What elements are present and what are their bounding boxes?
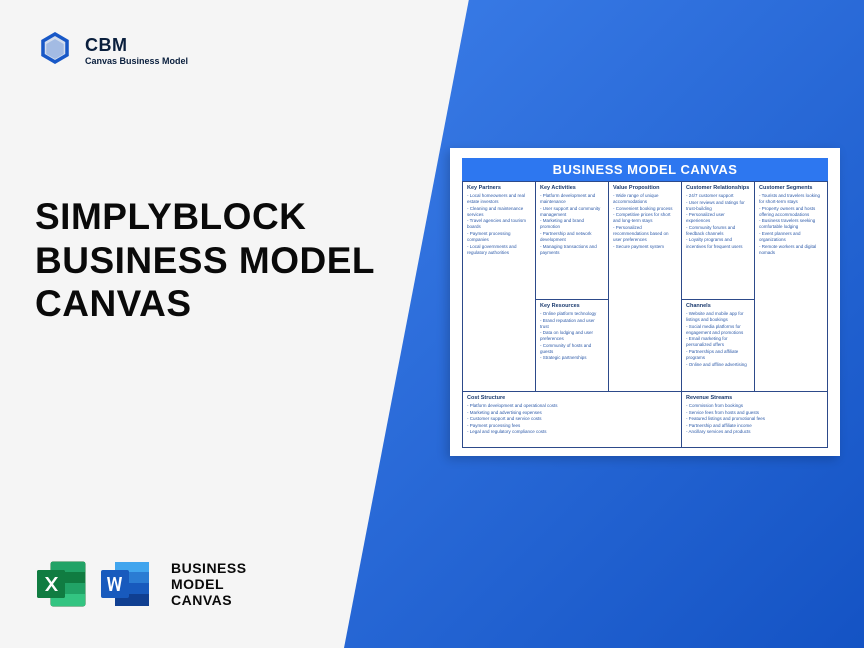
cell-revenue-streams: Revenue Streams - Commission from bookin… bbox=[682, 392, 828, 448]
cbm-logo-icon bbox=[35, 30, 75, 70]
bottom-line-3: CANVAS bbox=[171, 592, 247, 608]
bottom-text: BUSINESS MODEL CANVAS bbox=[171, 560, 247, 608]
canvas-card: BUSINESS MODEL CANVAS Key Partners - Loc… bbox=[450, 148, 840, 456]
cell-key-activities: Key Activities - Platform development an… bbox=[536, 182, 609, 300]
cell-key-partners: Key Partners - Local homeowners and real… bbox=[463, 182, 536, 392]
excel-icon bbox=[35, 558, 87, 610]
cell-customer-segments: Customer Segments - Tourists and travele… bbox=[755, 182, 828, 392]
bottom-line-1: BUSINESS bbox=[171, 560, 247, 576]
canvas-title: BUSINESS MODEL CANVAS bbox=[462, 158, 828, 181]
title-line-2: BUSINESS MODEL bbox=[35, 239, 375, 283]
word-icon bbox=[99, 558, 151, 610]
logo-subtitle: Canvas Business Model bbox=[85, 56, 188, 66]
logo-text: CBM Canvas Business Model bbox=[85, 35, 188, 66]
title-line-3: CANVAS bbox=[35, 282, 375, 326]
cell-value-proposition: Value Proposition - Wide range of unique… bbox=[609, 182, 682, 392]
cell-key-resources: Key Resources - Online platform technolo… bbox=[536, 300, 609, 392]
cell-customer-relationships: Customer Relationships - 24/7 customer s… bbox=[682, 182, 755, 300]
title-line-1: SIMPLYBLOCK bbox=[35, 195, 375, 239]
logo-title: CBM bbox=[85, 35, 188, 56]
bottom-area: BUSINESS MODEL CANVAS bbox=[35, 558, 247, 610]
canvas-grid: Key Partners - Local homeowners and real… bbox=[462, 181, 828, 448]
cell-cost-structure: Cost Structure - Platform development an… bbox=[463, 392, 682, 448]
cell-channels: Channels - Website and mobile app for li… bbox=[682, 300, 755, 392]
bottom-line-2: MODEL bbox=[171, 576, 247, 592]
logo-area: CBM Canvas Business Model bbox=[35, 30, 188, 70]
main-title: SIMPLYBLOCK BUSINESS MODEL CANVAS bbox=[35, 195, 375, 326]
